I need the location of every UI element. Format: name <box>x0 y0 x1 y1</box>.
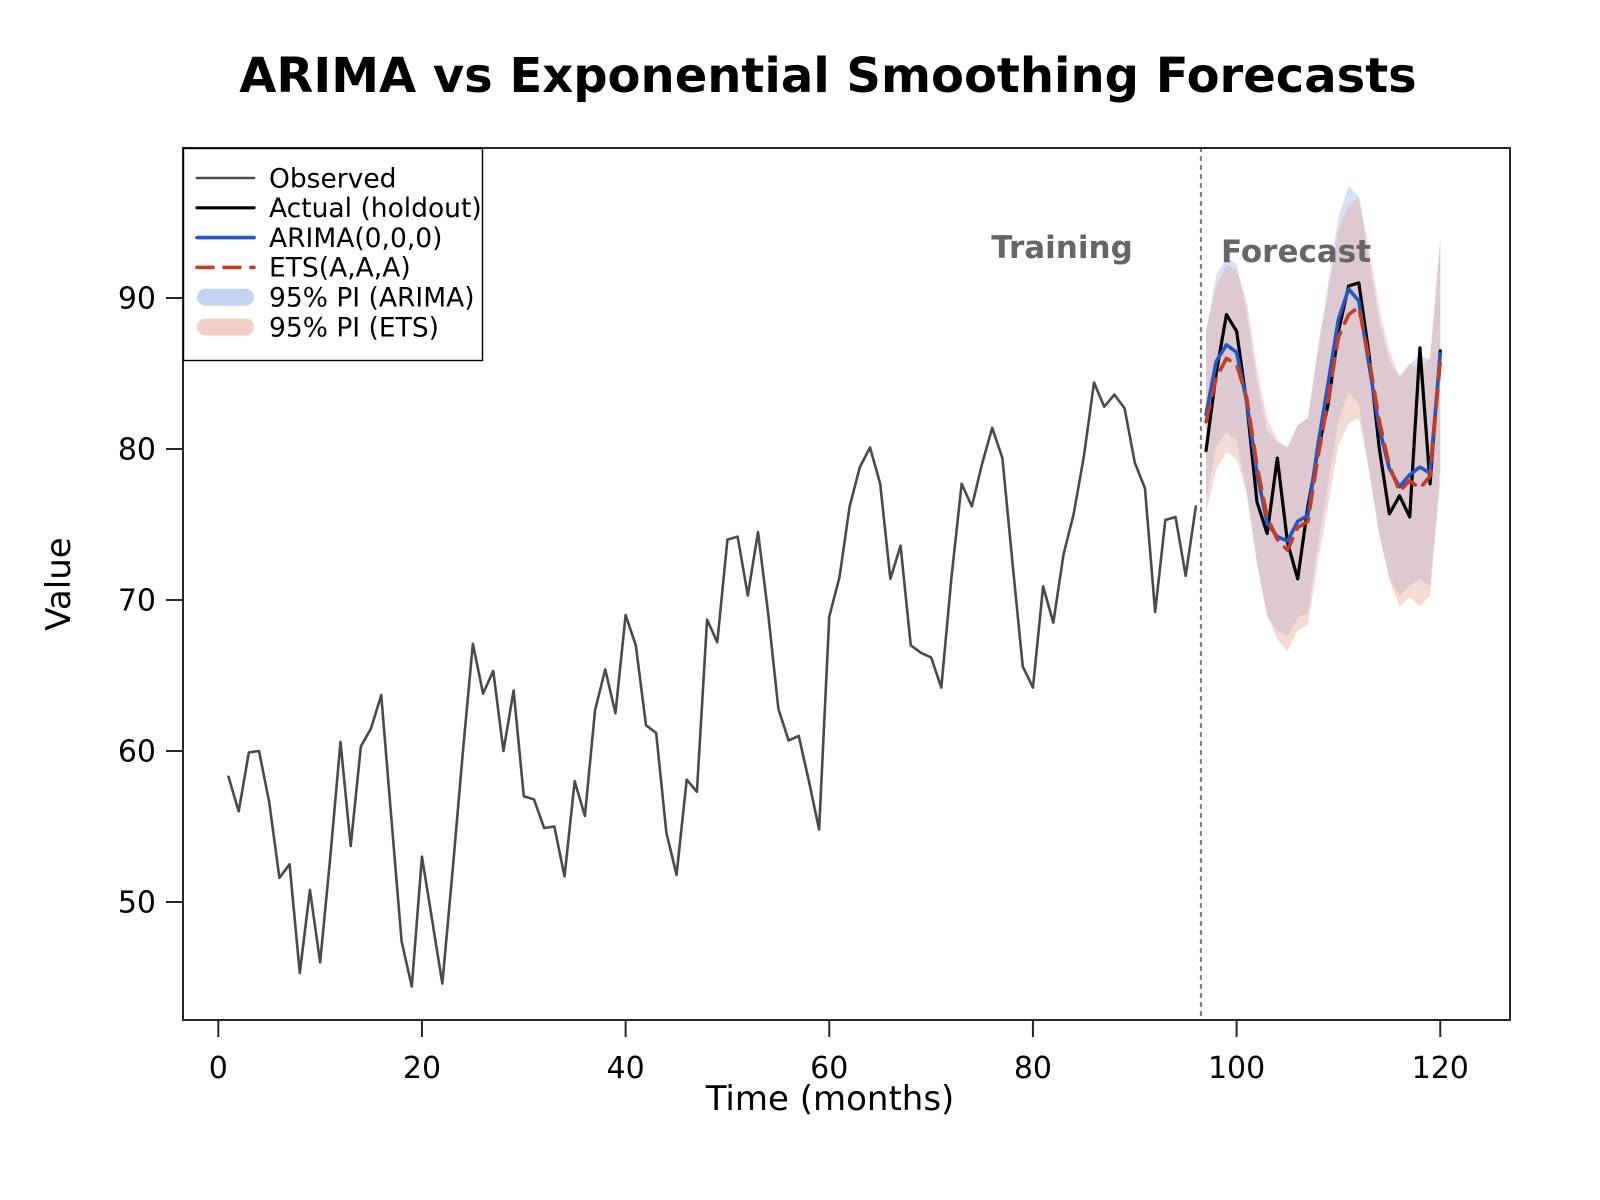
series-ets-a-a-a <box>1204 305 1443 552</box>
x-tick-label: 0 <box>209 1051 228 1086</box>
y-axis-label: Value <box>39 537 79 630</box>
legend-band-swatch <box>197 288 254 306</box>
legend-entry-label: ARIMA(0,0,0) <box>269 223 442 254</box>
legend-entry-label: ETS(A,A,A) <box>269 253 411 284</box>
series-observed <box>227 381 1198 988</box>
series-lines-layer <box>227 281 1443 988</box>
x-tick-label: 80 <box>1014 1051 1052 1086</box>
chart-title: ARIMA vs Exponential Smoothing Forecasts <box>239 48 1416 104</box>
legend-entry-label: 95% PI (ETS) <box>269 312 439 343</box>
legend-entry-label: Actual (holdout) <box>269 193 482 224</box>
plot-border-box <box>182 147 1511 1021</box>
x-tick-label: 60 <box>810 1051 848 1086</box>
y-tick-label: 60 <box>118 735 156 770</box>
x-tick-label: 20 <box>403 1051 441 1086</box>
x-tick-label: 40 <box>607 1051 645 1086</box>
x-tick-label: 120 <box>1412 1051 1469 1086</box>
legend-entry-observed: Observed <box>195 163 397 194</box>
legend-entry-label: Observed <box>269 163 397 194</box>
legend-band-swatch <box>197 318 254 336</box>
forecast-annotation: Forecast <box>1221 234 1371 270</box>
legend-entry-arima-0-0-0: ARIMA(0,0,0) <box>195 223 442 254</box>
legend-entry-label: 95% PI (ARIMA) <box>269 282 475 313</box>
legend-entry-ets-a-a-a: ETS(A,A,A) <box>195 253 411 284</box>
y-tick-label: 50 <box>118 886 156 921</box>
legend-entry-95-pi-arima: 95% PI (ARIMA) <box>197 282 475 313</box>
training-annotation: Training <box>991 230 1133 266</box>
legend-entry-actual-holdout: Actual (holdout) <box>195 193 482 224</box>
x-tick-label: 100 <box>1208 1051 1265 1086</box>
y-tick-label: 70 <box>118 584 156 619</box>
y-tick-label: 80 <box>118 433 156 468</box>
x-axis-label: Time (months) <box>705 1079 955 1119</box>
axes-layer: 50 60 70 80 90 0 20 40 60 80 100 120 <box>118 147 1511 1086</box>
legend-entry-95-pi-ets: 95% PI (ETS) <box>197 312 439 343</box>
y-tick-label: 90 <box>118 282 156 317</box>
